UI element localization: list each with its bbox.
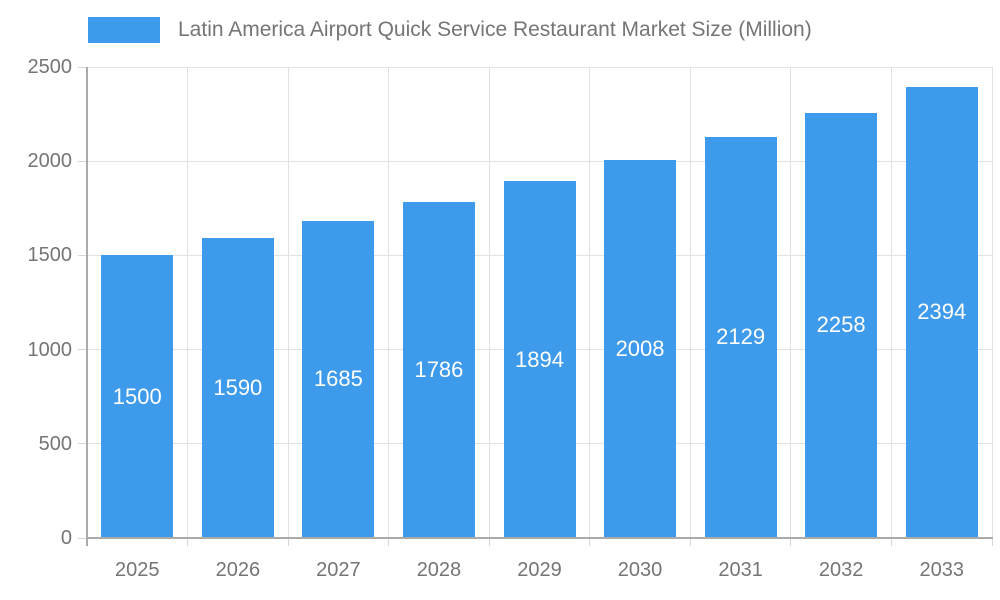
- x-axis-tick: [388, 538, 390, 546]
- x-axis-line: [86, 537, 993, 539]
- bar-2025: 1500: [101, 255, 174, 538]
- x-axis-tick: [287, 538, 289, 546]
- x-tick-label: 2027: [316, 559, 361, 581]
- gridline-vertical: [488, 67, 490, 538]
- x-tick-label: 2033: [919, 559, 964, 581]
- x-axis-tick: [991, 538, 993, 546]
- bar-2032: 2258: [805, 112, 878, 538]
- bar-value-label: 1786: [414, 356, 464, 382]
- y-tick-label: 2000: [27, 150, 73, 173]
- bar-value-label: 2129: [716, 324, 766, 350]
- bar-2029: 1894: [503, 181, 576, 538]
- x-axis-tick: [187, 538, 189, 546]
- y-axis-line: [86, 67, 88, 546]
- bar-2028: 1786: [402, 201, 475, 538]
- y-axis-tick: [78, 443, 87, 445]
- x-axis-tick: [890, 538, 892, 546]
- y-axis-tick: [78, 254, 87, 256]
- x-axis-tick: [689, 538, 691, 546]
- legend-swatch: [88, 17, 160, 43]
- bar-value-label: 1894: [515, 346, 564, 372]
- x-axis-tick: [488, 538, 490, 546]
- y-axis-tick: [78, 349, 87, 351]
- y-tick-label: 0: [60, 527, 72, 549]
- bar-2031: 2129: [704, 136, 777, 538]
- x-tick-label: 2031: [718, 559, 763, 581]
- y-axis-tick: [78, 160, 87, 162]
- y-tick-label: 500: [38, 432, 72, 455]
- x-tick-label: 2032: [818, 559, 864, 581]
- x-tick-label: 2030: [617, 559, 663, 581]
- bar-value-label: 2394: [917, 299, 967, 325]
- bar-value-label: 1500: [112, 383, 162, 409]
- bar-value-label: 1685: [313, 366, 363, 392]
- x-tick-label: 2025: [115, 559, 160, 581]
- gridline-vertical: [991, 67, 993, 538]
- x-tick-label: 2028: [416, 559, 462, 581]
- bar-2027: 1685: [302, 220, 375, 538]
- x-axis-tick: [790, 538, 792, 546]
- gridline-vertical: [790, 67, 792, 538]
- bar-2030: 2008: [604, 159, 677, 538]
- gridline-vertical: [388, 67, 390, 538]
- gridline-horizontal: [87, 160, 992, 162]
- x-axis-tick: [589, 538, 591, 546]
- y-tick-label: 1000: [27, 338, 73, 361]
- gridline-vertical: [287, 67, 289, 538]
- x-tick-label: 2026: [215, 559, 261, 581]
- y-tick-label: 1500: [27, 244, 73, 267]
- y-tick-label: 2500: [27, 56, 73, 78]
- y-axis-tick: [78, 537, 87, 539]
- gridline-vertical: [689, 67, 691, 538]
- legend-label: Latin America Airport Quick Service Rest…: [178, 18, 812, 41]
- gridline-vertical: [187, 67, 189, 538]
- bar-value-label: 2258: [816, 312, 866, 338]
- x-tick-label: 2029: [517, 559, 562, 581]
- bar-value-label: 1590: [213, 375, 263, 401]
- bar-2033: 2394: [905, 86, 978, 538]
- y-axis-tick: [78, 66, 87, 68]
- gridline-vertical: [589, 67, 591, 538]
- gridline-vertical: [890, 67, 892, 538]
- gridline-horizontal: [87, 66, 992, 68]
- bar-2026: 1590: [201, 238, 274, 538]
- bar-value-label: 2008: [615, 335, 665, 361]
- legend[interactable]: Latin America Airport Quick Service Rest…: [88, 17, 812, 43]
